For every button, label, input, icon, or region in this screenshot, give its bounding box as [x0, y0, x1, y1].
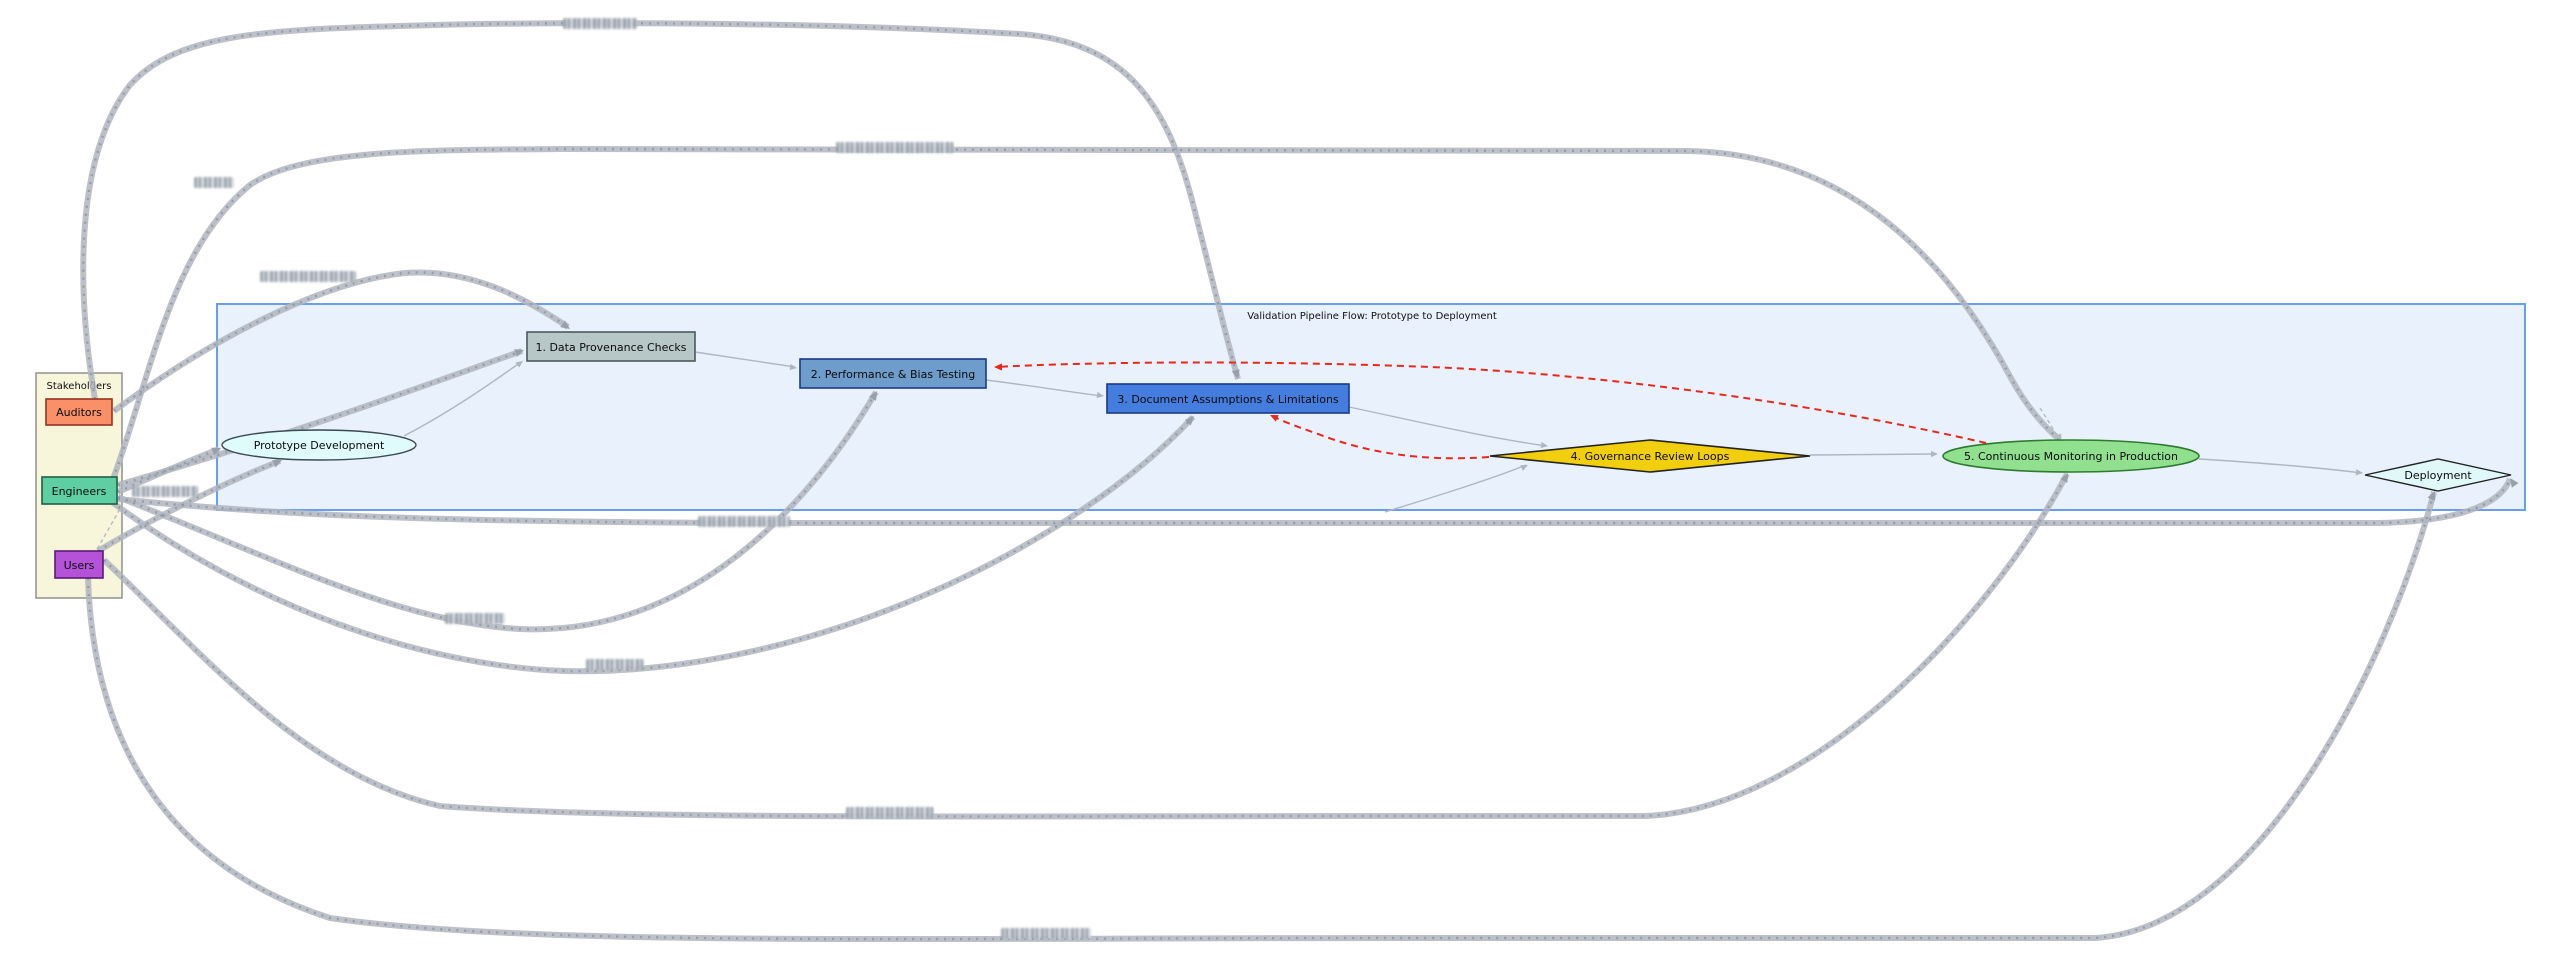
- node-users: Users: [54, 550, 104, 579]
- arrowhead-icon: [1231, 369, 1240, 379]
- edge-valley-to-step3-bottom: [110, 414, 1196, 675]
- users-label: Users: [64, 559, 95, 572]
- arrowhead-icon: [1184, 416, 1194, 426]
- arrowhead-icon: [1540, 441, 1548, 449]
- arrowhead-icon: [2060, 473, 2068, 483]
- edge-texture-overlay: [117, 391, 878, 631]
- edge-step2-to-step3: [985, 379, 1103, 397]
- edge-step1-to-step2: [694, 351, 796, 368]
- node-step3-document-assumptions: 3. Document Assumptions & Limitations: [1106, 383, 1350, 414]
- prototype-ellipse: [221, 429, 417, 461]
- node-auditors: Auditors: [45, 398, 113, 426]
- stakeholders-cluster-title: Stakeholders: [46, 381, 111, 392]
- arrowhead-icon: [1520, 465, 1528, 471]
- step2-label: 2. Performance & Bias Testing: [811, 368, 976, 381]
- arrowhead-icon: [1270, 415, 1279, 422]
- edge-label-illegible-7: [445, 613, 505, 624]
- arrowhead-icon: [1931, 450, 1938, 458]
- users-box: [54, 550, 104, 579]
- engineers-box: [41, 476, 118, 505]
- arrowhead-icon: [1096, 391, 1104, 399]
- arrowhead-icon: [515, 361, 523, 368]
- edge-step4-to-step3-feedback: [1271, 415, 1490, 460]
- arrowhead-icon: [789, 363, 797, 371]
- flow-edges: [96, 351, 2363, 550]
- edge-label-illegible-6: [698, 516, 790, 527]
- deployment-label: Deployment: [2404, 469, 2472, 482]
- edge-label-illegible-1: [563, 18, 637, 29]
- edge-label-illegible-4: [260, 271, 356, 282]
- arrowheads: [211, 320, 2519, 501]
- edge-texture-overlay: [82, 21, 1240, 400]
- edge-label-illegible-3: [194, 177, 234, 188]
- edge-bottomline-to-deployment-bottom: [85, 491, 2437, 943]
- node-deployment: Deployment: [2364, 458, 2512, 492]
- edge-texture-overlay: [87, 491, 2435, 940]
- edge-texture-overlay: [117, 349, 523, 487]
- step5-label: 5. Continuous Monitoring in Production: [1964, 450, 2178, 463]
- edge-texture-overlay: [117, 478, 2512, 525]
- arrowhead-icon: [2355, 469, 2363, 476]
- edge-label-illegible-5: [132, 486, 198, 497]
- edge-dashed-users: [96, 506, 122, 550]
- edge-step5-to-deployment: [2198, 458, 2363, 474]
- feedback-edges: [995, 361, 1987, 460]
- edge-into-step4-lower: [1384, 464, 1527, 513]
- arrowhead-icon: [211, 447, 221, 456]
- edge-step3-to-step4: [1348, 406, 1547, 447]
- edge-texture-overlay: [111, 147, 2061, 480]
- prototype-label: Prototype Development: [254, 439, 385, 452]
- edge-prototype-to-step1: [403, 361, 522, 437]
- arrowhead-icon: [514, 349, 524, 357]
- edge-engineers-to-prototype: [116, 446, 221, 495]
- node-step1-data-provenance: 1. Data Provenance Checks: [526, 331, 696, 362]
- arrowhead-icon: [2055, 433, 2062, 441]
- edge-dashed-into-step5-top: [2039, 407, 2061, 441]
- outer-loop-edges: [80, 20, 2513, 943]
- edge-step5-to-step2-feedback: [995, 361, 1987, 444]
- edge-label-illegible-2: [836, 142, 954, 153]
- edge-texture-overlay: [113, 271, 569, 412]
- edge-texture-overlay: [97, 460, 281, 552]
- deployment-diamond: [2364, 458, 2512, 492]
- step4-diamond: [1489, 439, 1811, 473]
- step1-box: [526, 331, 696, 362]
- step4-label: 4. Governance Review Loops: [1571, 450, 1730, 463]
- step3-box: [1106, 383, 1350, 414]
- step5-ellipse: [1942, 439, 2200, 473]
- node-step4-governance-review: 4. Governance Review Loops: [1489, 439, 1811, 473]
- arrowhead-icon: [994, 363, 1002, 371]
- edge-texture-overlay: [86, 491, 2436, 941]
- edge-texture-overlay: [103, 473, 2069, 818]
- arrowhead-icon: [272, 460, 282, 468]
- pipeline-cluster-title: Validation Pipeline Flow: Prototype to D…: [1247, 311, 1497, 322]
- edge-label-illegible-9: [846, 807, 934, 818]
- edge-label-illegible-8: [586, 659, 644, 670]
- step1-label: 1. Data Provenance Checks: [535, 341, 686, 354]
- node-engineers: Engineers: [41, 476, 118, 505]
- auditors-box: [45, 398, 113, 426]
- arrowhead-icon: [2427, 491, 2435, 501]
- node-prototype-development: Prototype Development: [221, 429, 417, 461]
- node-step5-continuous-monitoring: 5. Continuous Monitoring in Production: [1942, 439, 2200, 473]
- step2-box: [799, 358, 987, 389]
- step3-label: 3. Document Assumptions & Limitations: [1117, 393, 1339, 406]
- edge-label-illegible-10: [1001, 928, 1091, 939]
- engineers-label: Engineers: [52, 485, 107, 498]
- arrowhead-icon: [868, 391, 877, 401]
- auditors-label: Auditors: [56, 406, 102, 419]
- edge-step4-to-step5: [1809, 453, 1937, 456]
- arrowhead-icon: [560, 320, 570, 329]
- arrowhead-icon: [2510, 478, 2519, 488]
- node-step2-performance-bias: 2. Performance & Bias Testing: [799, 358, 987, 389]
